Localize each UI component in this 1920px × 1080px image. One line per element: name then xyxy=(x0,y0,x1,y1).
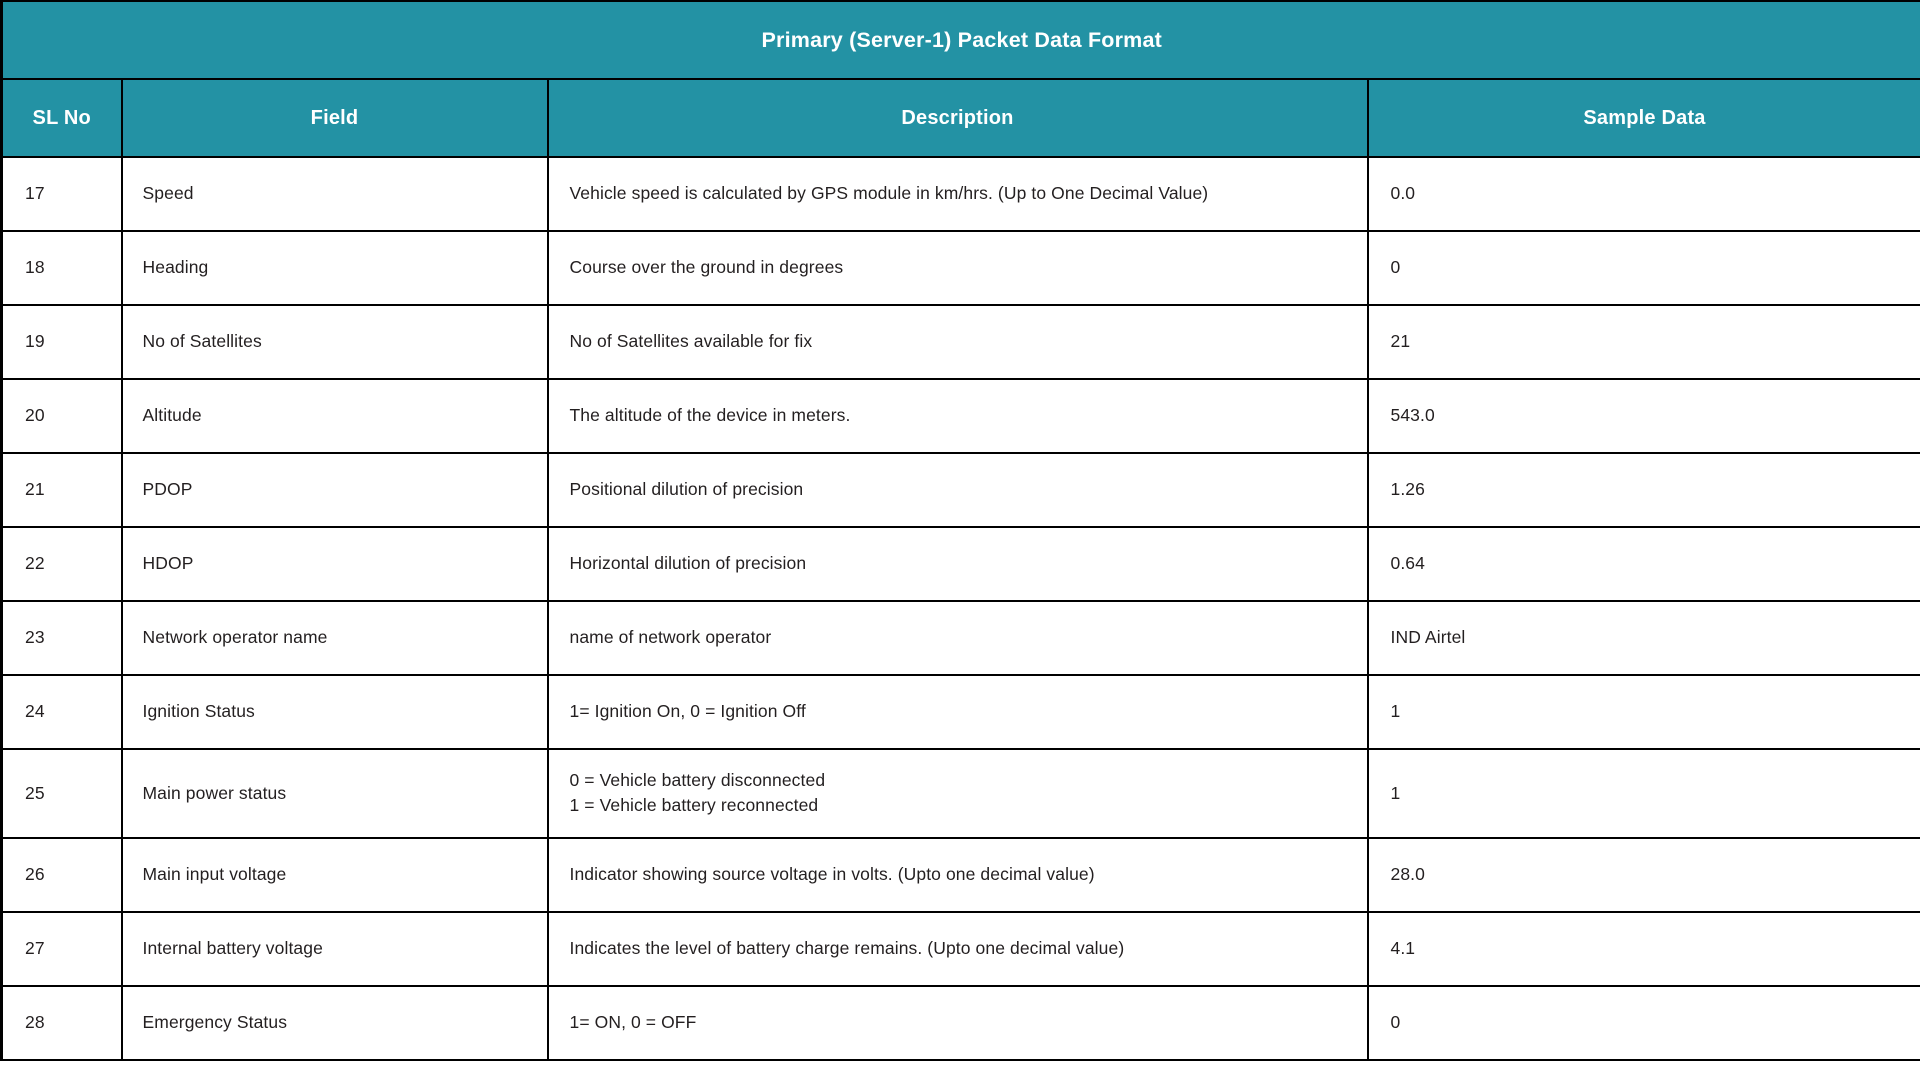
cell-description: name of network operator xyxy=(546,600,1369,676)
table-row: 23 Network operator name name of network o… xyxy=(0,600,1920,676)
table-row: 25 Main power status 0 = Vehicle battery d… xyxy=(0,748,1920,839)
table-row: 22 HDOP Horizontal dilution of precision 0.… xyxy=(0,526,1920,602)
cell-sample-data: 543.0 xyxy=(1366,378,1920,454)
description-line: Indicates the level of battery charge re… xyxy=(569,938,1125,959)
cell-field: Network operator name xyxy=(120,600,549,676)
cell-description: No of Satellites available for fix xyxy=(546,304,1369,380)
table-title-row: Primary (Server-1) Packet Data Format xyxy=(0,0,1920,80)
table-row: 17 Speed Vehicle speed is calculated by GP… xyxy=(0,156,1920,232)
cell-field: Internal battery voltage xyxy=(120,910,549,987)
description-line: name of network operator xyxy=(569,627,772,648)
table-row: 20 Altitude The altitude of the device in … xyxy=(0,378,1920,454)
cell-description: 0 = Vehicle battery disconnected 1 = Vehi… xyxy=(546,748,1369,839)
description-line: 1= Ignition On, 0 = Ignition Off xyxy=(569,701,806,722)
cell-sl-no: 22 xyxy=(0,526,123,602)
cell-field: No of Satellites xyxy=(120,304,549,380)
description-line: Indicator showing source voltage in volt… xyxy=(569,864,1095,885)
cell-description: 1= Ignition On, 0 = Ignition Off xyxy=(546,674,1369,750)
cell-field: Emergency Status xyxy=(120,984,549,1061)
description-line: 1 = Vehicle battery reconnected xyxy=(569,795,819,816)
table-row: 21 PDOP Positional dilution of precision 1.… xyxy=(0,452,1920,528)
cell-sl-no: 24 xyxy=(0,674,123,750)
cell-description: Vehicle speed is calculated by GPS modul… xyxy=(546,156,1369,232)
cell-sample-data: 0.0 xyxy=(1366,156,1920,232)
description-line: The altitude of the device in meters. xyxy=(569,405,851,426)
description-line: Horizontal dilution of precision xyxy=(569,553,807,574)
column-header-field: Field xyxy=(120,78,549,158)
cell-sample-data: 0.64 xyxy=(1366,526,1920,602)
cell-sl-no: 18 xyxy=(0,230,123,306)
cell-sample-data: 0 xyxy=(1366,984,1920,1061)
cell-sl-no: 19 xyxy=(0,304,123,380)
cell-description: 1= ON, 0 = OFF xyxy=(546,984,1369,1061)
cell-sl-no: 21 xyxy=(0,452,123,528)
cell-sample-data: IND Airtel xyxy=(1366,600,1920,676)
cell-description: Course over the ground in degrees xyxy=(546,230,1369,306)
cell-field: Heading xyxy=(120,230,549,306)
cell-sl-no: 17 xyxy=(0,156,123,232)
cell-sl-no: 27 xyxy=(0,910,123,987)
cell-sl-no: 26 xyxy=(0,836,123,913)
cell-sample-data: 1.26 xyxy=(1366,452,1920,528)
cell-sample-data: 4.1 xyxy=(1366,910,1920,987)
table-row: 26 Main input voltage Indicator showing so… xyxy=(0,836,1920,913)
cell-sl-no: 25 xyxy=(0,748,123,839)
cell-field: Main input voltage xyxy=(120,836,549,913)
cell-sample-data: 21 xyxy=(1366,304,1920,380)
table-row: 19 No of Satellites No of Satellites avail… xyxy=(0,304,1920,380)
column-header-description: Description xyxy=(546,78,1369,158)
cell-sample-data: 0 xyxy=(1366,230,1920,306)
table-header: Primary (Server-1) Packet Data Format SL… xyxy=(0,0,1920,158)
cell-sample-data: 1 xyxy=(1366,674,1920,750)
cell-description: Horizontal dilution of precision xyxy=(546,526,1369,602)
cell-field: Ignition Status xyxy=(120,674,549,750)
description-line: Positional dilution of precision xyxy=(569,479,804,500)
description-line: Vehicle speed is calculated by GPS modul… xyxy=(569,183,1209,204)
table-body: 17 Speed Vehicle speed is calculated by GP… xyxy=(0,156,1920,1061)
description-line: No of Satellites available for fix xyxy=(569,331,813,352)
cell-sample-data: 28.0 xyxy=(1366,836,1920,913)
description-line: 1= ON, 0 = OFF xyxy=(569,1012,697,1033)
cell-description: Positional dilution of precision xyxy=(546,452,1369,528)
cell-field: Altitude xyxy=(120,378,549,454)
table-row: 18 Heading Course over the ground in degre… xyxy=(0,230,1920,306)
description-line: 0 = Vehicle battery disconnected xyxy=(569,770,826,790)
column-header-row: SL No Field Description Sample Data xyxy=(0,78,1920,158)
table-row: 24 Ignition Status 1= Ignition On, 0 = Ign… xyxy=(0,674,1920,750)
column-header-sample-data: Sample Data xyxy=(1366,78,1920,158)
table-row: 28 Emergency Status 1= ON, 0 = OFF 0 xyxy=(0,984,1920,1061)
cell-sample-data: 1 xyxy=(1366,748,1920,839)
cell-field: PDOP xyxy=(120,452,549,528)
description-line: Course over the ground in degrees xyxy=(569,257,844,278)
column-header-sl-no: SL No xyxy=(0,78,123,158)
cell-sl-no: 23 xyxy=(0,600,123,676)
table-row: 27 Internal battery voltage Indicates the … xyxy=(0,910,1920,987)
cell-sl-no: 28 xyxy=(0,984,123,1061)
cell-field: HDOP xyxy=(120,526,549,602)
table-title: Primary (Server-1) Packet Data Format xyxy=(0,0,1920,80)
cell-description: Indicator showing source voltage in volt… xyxy=(546,836,1369,913)
cell-field: Main power status xyxy=(120,748,549,839)
cell-sl-no: 20 xyxy=(0,378,123,454)
cell-description: The altitude of the device in meters. xyxy=(546,378,1369,454)
cell-description: Indicates the level of battery charge re… xyxy=(546,910,1369,987)
cell-field: Speed xyxy=(120,156,549,232)
